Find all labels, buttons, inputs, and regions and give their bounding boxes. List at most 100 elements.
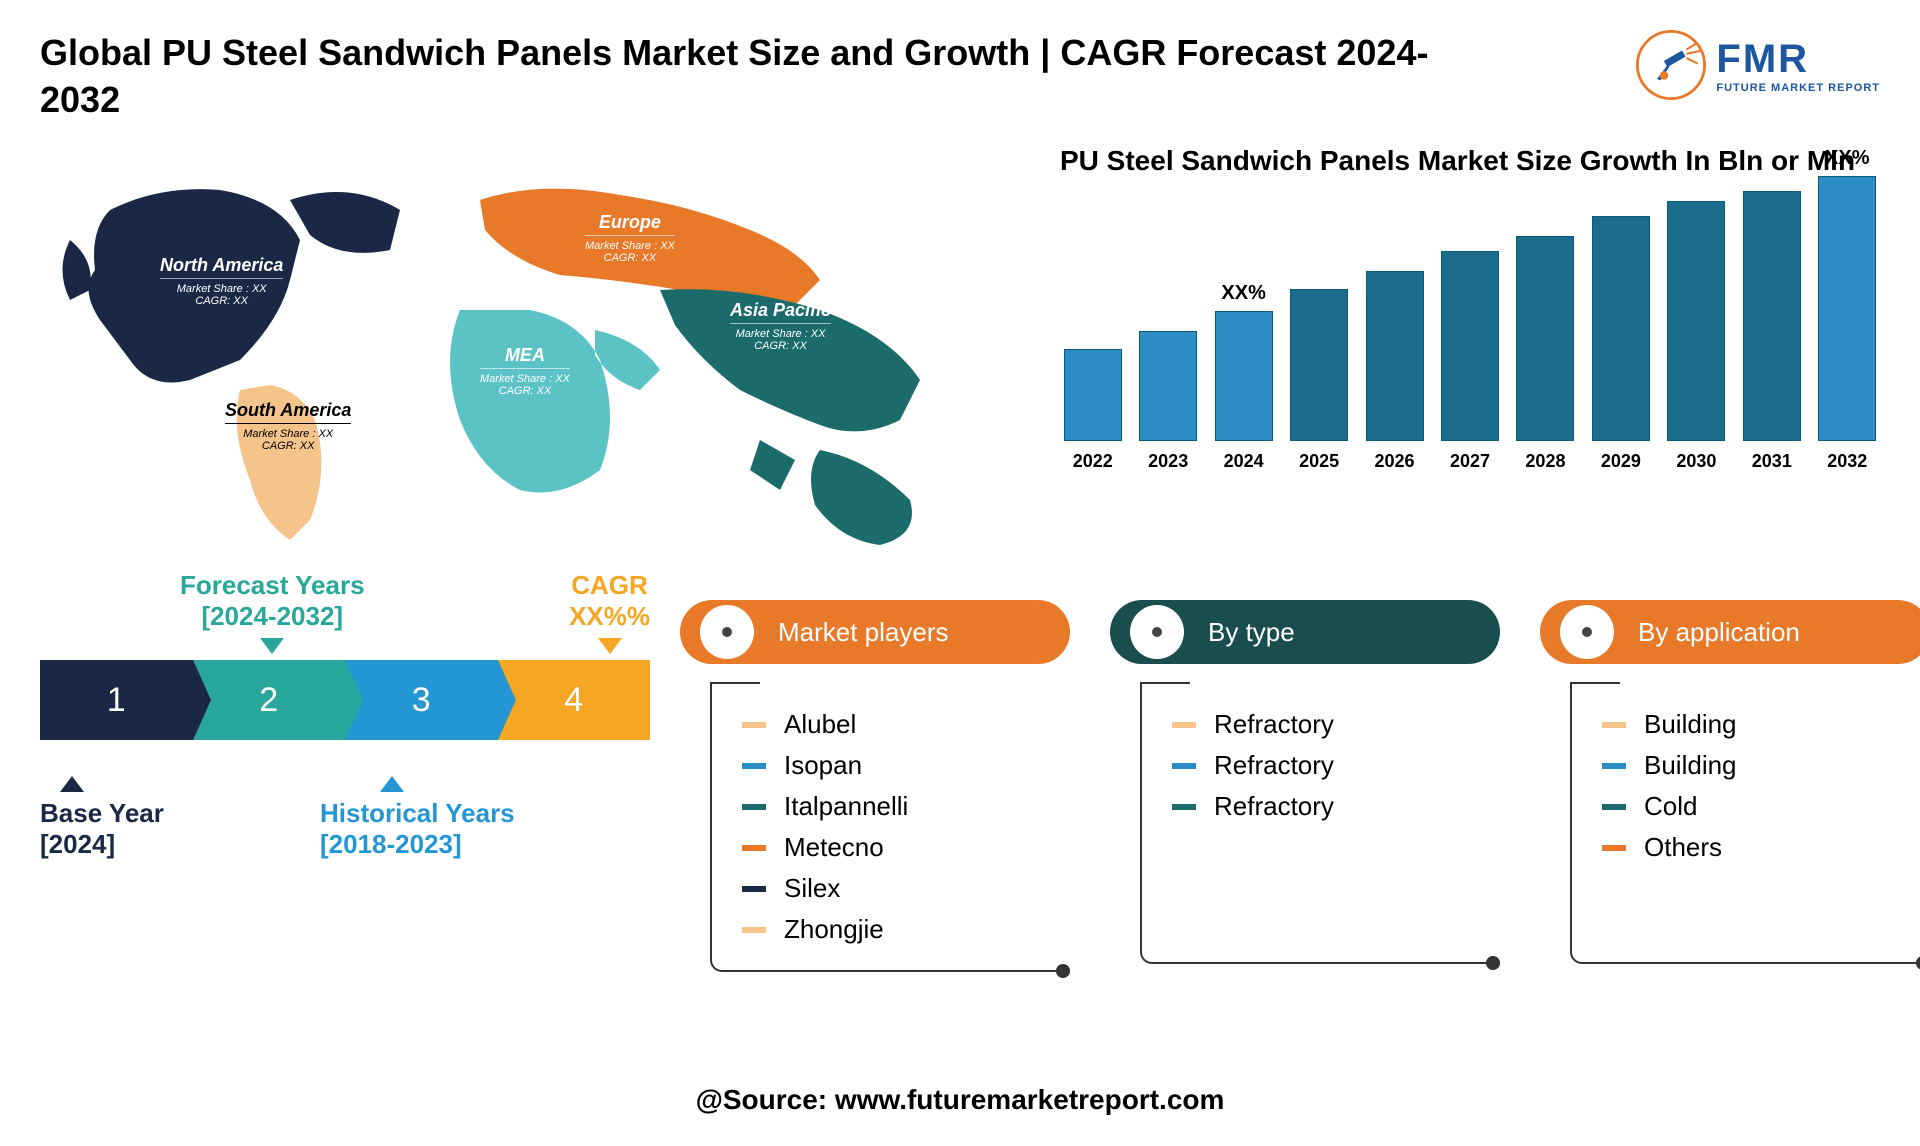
color-dash-icon bbox=[742, 804, 766, 810]
color-dash-icon bbox=[1602, 804, 1626, 810]
logo-subtitle: FUTURE MARKET REPORT bbox=[1716, 82, 1880, 94]
bar-2030: 2030 bbox=[1664, 201, 1729, 472]
segment-item: Building bbox=[1602, 704, 1920, 745]
bar-2029: 2029 bbox=[1588, 216, 1653, 472]
bullet-icon bbox=[1130, 605, 1184, 659]
timeline-step-1: 1 bbox=[40, 660, 193, 740]
timeline-step-4: 4 bbox=[498, 660, 651, 740]
base-year-label: Base Year [2024] bbox=[40, 776, 164, 860]
bar-chart: PU Steel Sandwich Panels Market Size Gro… bbox=[1060, 145, 1880, 575]
brand-logo: FMR FUTURE MARKET REPORT bbox=[1636, 30, 1880, 100]
segment-item-label: Building bbox=[1644, 709, 1737, 740]
segment-item: Isopan bbox=[742, 745, 1060, 786]
color-dash-icon bbox=[742, 927, 766, 933]
bar-2026: 2026 bbox=[1362, 271, 1427, 472]
color-dash-icon bbox=[742, 845, 766, 851]
segment-item: Others bbox=[1602, 827, 1920, 868]
cagr-label: CAGR XX%% bbox=[569, 570, 650, 654]
bar-2022: 2022 bbox=[1060, 349, 1125, 472]
bar-year-label: 2027 bbox=[1450, 451, 1490, 472]
bar-year-label: 2026 bbox=[1375, 451, 1415, 472]
segment-item-label: Others bbox=[1644, 832, 1722, 863]
label-mea: MEA Market Share : XX CAGR: XX bbox=[480, 345, 570, 397]
segment-item: Zhongjie bbox=[742, 909, 1060, 950]
label-asia-pacific: Asia Pacific Market Share : XX CAGR: XX bbox=[730, 300, 831, 352]
chart-title: PU Steel Sandwich Panels Market Size Gro… bbox=[1060, 145, 1880, 177]
segment-body: Refractory Refractory Refractory bbox=[1140, 684, 1500, 964]
segment-header: Market players bbox=[680, 600, 1070, 664]
bar-year-label: 2023 bbox=[1148, 451, 1188, 472]
segment-item: Cold bbox=[1602, 786, 1920, 827]
telescope-icon bbox=[1636, 30, 1706, 100]
label-north-america: North America Market Share : XX CAGR: XX bbox=[160, 255, 283, 307]
color-dash-icon bbox=[1172, 722, 1196, 728]
bar-annotation: XX% bbox=[1825, 147, 1869, 170]
timeline-step-2: 2 bbox=[193, 660, 346, 740]
bullet-icon bbox=[700, 605, 754, 659]
color-dash-icon bbox=[1602, 763, 1626, 769]
color-dash-icon bbox=[742, 763, 766, 769]
bar-year-label: 2029 bbox=[1601, 451, 1641, 472]
segment-item-label: Refractory bbox=[1214, 709, 1334, 740]
color-dash-icon bbox=[742, 886, 766, 892]
source-attribution: @Source: www.futuremarketreport.com bbox=[0, 1084, 1920, 1116]
segment-item-label: Silex bbox=[784, 873, 840, 904]
segment-panel: Market players Alubel Isopan Italpannelli Me… bbox=[680, 600, 1070, 972]
bar-2031: 2031 bbox=[1739, 191, 1804, 472]
bar-annotation: XX% bbox=[1221, 282, 1265, 305]
bar-year-label: 2031 bbox=[1752, 451, 1792, 472]
label-south-america: South America Market Share : XX CAGR: XX bbox=[225, 400, 351, 452]
bullet-icon bbox=[1560, 605, 1614, 659]
segment-header: By application bbox=[1540, 600, 1920, 664]
bar-year-label: 2028 bbox=[1525, 451, 1565, 472]
bar-year-label: 2025 bbox=[1299, 451, 1339, 472]
bar-2025: 2025 bbox=[1286, 289, 1351, 472]
color-dash-icon bbox=[1602, 722, 1626, 728]
segment-item: Metecno bbox=[742, 827, 1060, 868]
segment-panel: By application Building Building Cold Others bbox=[1540, 600, 1920, 972]
segment-item: Italpannelli bbox=[742, 786, 1060, 827]
color-dash-icon bbox=[1602, 845, 1626, 851]
forecast-years-label: Forecast Years [2024-2032] bbox=[180, 570, 365, 654]
segment-item: Refractory bbox=[1172, 745, 1490, 786]
color-dash-icon bbox=[742, 722, 766, 728]
bar-2028: 2028 bbox=[1513, 236, 1578, 472]
segment-item-label: Metecno bbox=[784, 832, 884, 863]
bar-year-label: 2030 bbox=[1676, 451, 1716, 472]
segment-body: Building Building Cold Others bbox=[1570, 684, 1920, 964]
segment-item: Silex bbox=[742, 868, 1060, 909]
bar-2024: XX%2024 bbox=[1211, 311, 1276, 472]
timeline-step-3: 3 bbox=[345, 660, 498, 740]
segment-item: Refractory bbox=[1172, 786, 1490, 827]
page-title: Global PU Steel Sandwich Panels Market S… bbox=[40, 30, 1440, 124]
color-dash-icon bbox=[1172, 804, 1196, 810]
segment-item-label: Isopan bbox=[784, 750, 862, 781]
segment-item-label: Refractory bbox=[1214, 791, 1334, 822]
segment-item: Building bbox=[1602, 745, 1920, 786]
bar-2023: 2023 bbox=[1135, 331, 1200, 472]
segment-body: Alubel Isopan Italpannelli Metecno Silex Zhon… bbox=[710, 684, 1070, 972]
segment-header: By type bbox=[1110, 600, 1500, 664]
segment-item: Alubel bbox=[742, 704, 1060, 745]
segment-title: Market players bbox=[778, 617, 949, 648]
segment-item-label: Cold bbox=[1644, 791, 1697, 822]
segment-item-label: Alubel bbox=[784, 709, 856, 740]
region-mea bbox=[450, 310, 660, 493]
segment-item-label: Italpannelli bbox=[784, 791, 908, 822]
logo-text: FMR bbox=[1716, 37, 1880, 82]
segment-title: By type bbox=[1208, 617, 1295, 648]
segment-title: By application bbox=[1638, 617, 1800, 648]
bar-year-label: 2032 bbox=[1827, 451, 1867, 472]
timeline-infographic: Forecast Years [2024-2032] CAGR XX%% 1 2… bbox=[40, 660, 650, 740]
segment-item-label: Refractory bbox=[1214, 750, 1334, 781]
segment-item-label: Building bbox=[1644, 750, 1737, 781]
segment-panel: By type Refractory Refractory Refractory bbox=[1110, 600, 1500, 972]
world-map: North America Market Share : XX CAGR: XX… bbox=[40, 160, 1000, 560]
label-europe: Europe Market Share : XX CAGR: XX bbox=[585, 212, 675, 264]
bar-year-label: 2022 bbox=[1073, 451, 1113, 472]
bar-2032: XX%2032 bbox=[1815, 176, 1880, 472]
segment-item: Refractory bbox=[1172, 704, 1490, 745]
bar-year-label: 2024 bbox=[1224, 451, 1264, 472]
historical-years-label: Historical Years [2018-2023] bbox=[320, 776, 515, 860]
color-dash-icon bbox=[1172, 763, 1196, 769]
